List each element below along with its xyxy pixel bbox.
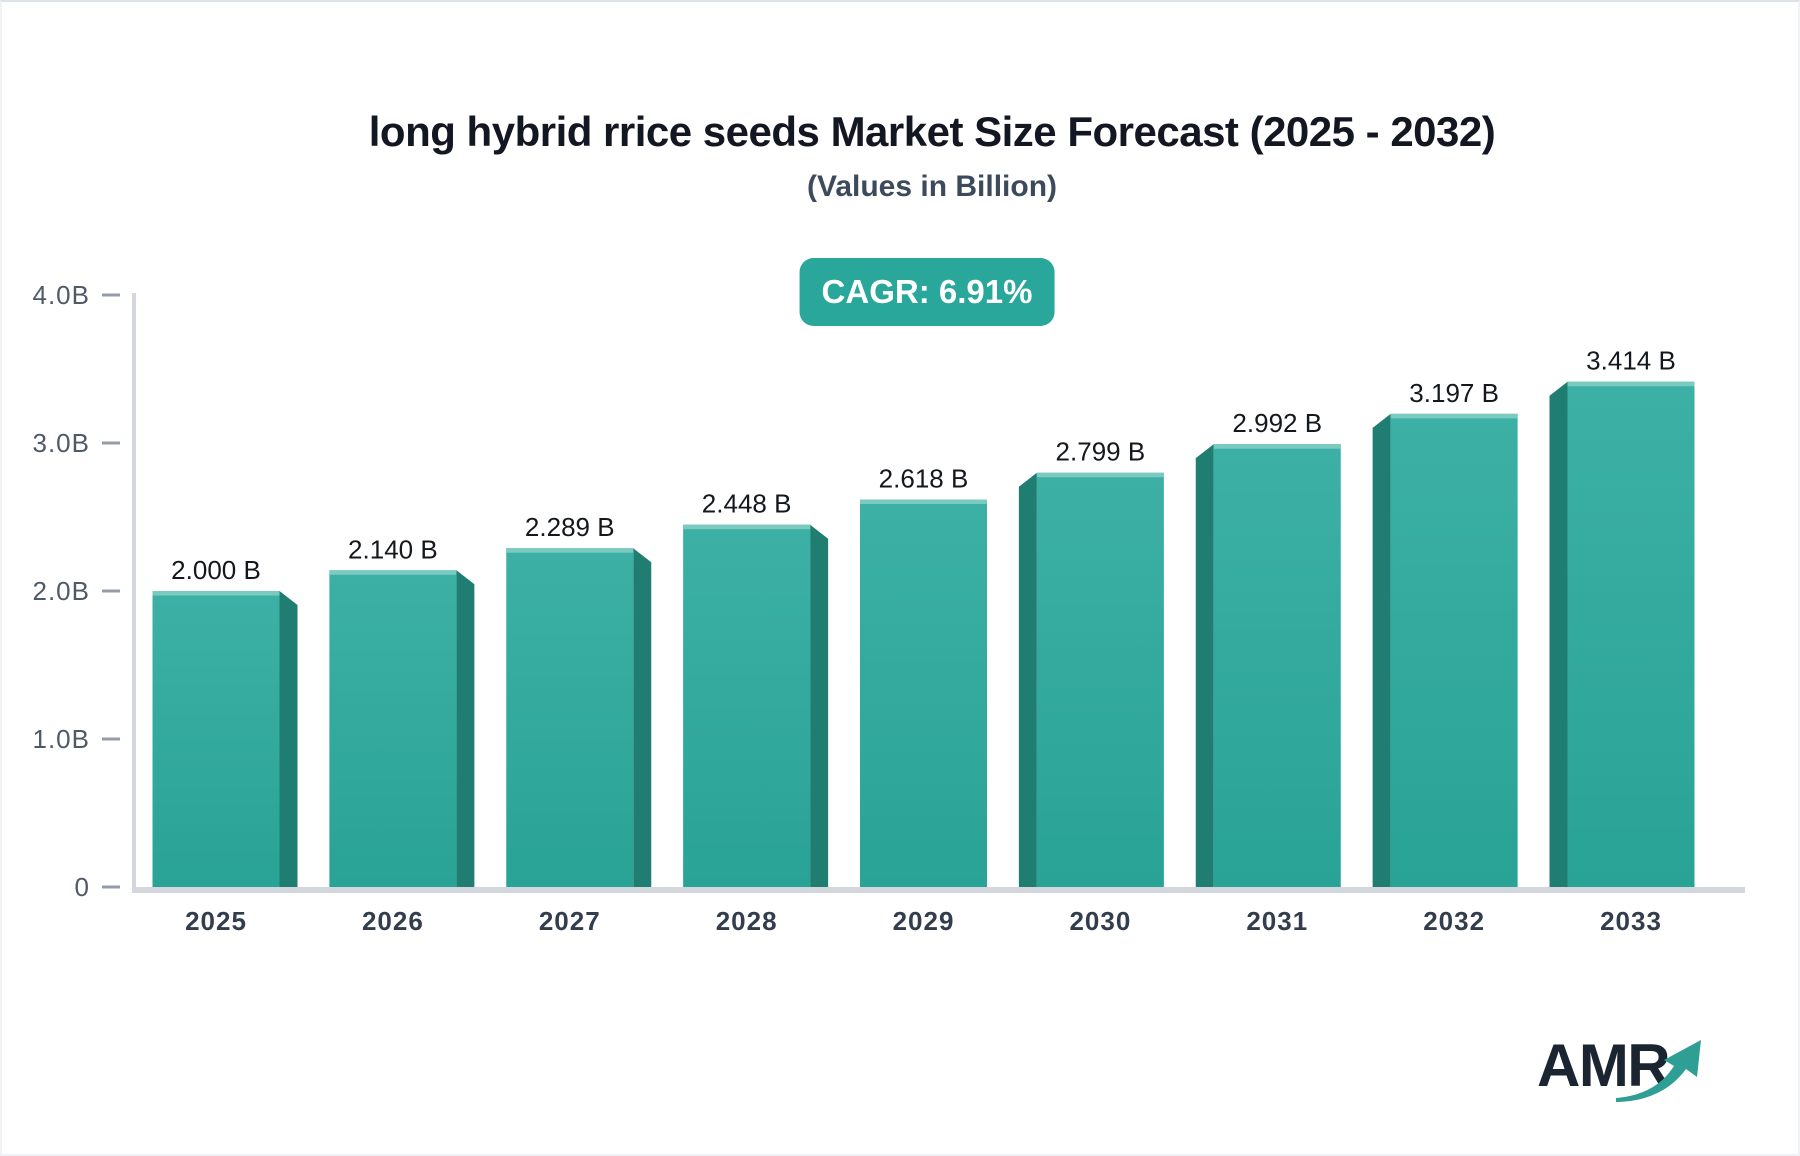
- y-tick-label-0: 0: [75, 872, 90, 902]
- bar-value-label: 3.414 B: [1586, 346, 1676, 376]
- bar-side-face: [1018, 472, 1037, 887]
- bar-side-face: [456, 570, 475, 887]
- x-axis-baseline: [132, 887, 1745, 893]
- x-axis-label-2028: 2028: [716, 906, 778, 936]
- amr-logo-text: AMR: [1537, 1032, 1671, 1099]
- bar-top-edge: [1213, 444, 1341, 449]
- bar-face: [860, 499, 987, 887]
- y-tick-label-1.0B: 1.0B: [33, 724, 91, 754]
- bar-side-face: [1195, 444, 1214, 887]
- bar-2032[interactable]: [1372, 413, 1518, 887]
- bar-top-edge: [1567, 381, 1695, 387]
- chart-title: long hybrid rrice seeds Market Size Fore…: [368, 108, 1496, 155]
- bar-top-edge: [329, 570, 457, 575]
- bar-value-label: 2.000 B: [171, 555, 261, 585]
- cagr-badge: CAGR: 6.91%: [799, 258, 1055, 326]
- bar-face: [152, 591, 280, 887]
- x-axis-label-2032: 2032: [1423, 906, 1485, 936]
- bar-top-edge: [683, 524, 811, 530]
- bar-top-edge: [1390, 413, 1518, 419]
- bars-layer: [152, 381, 1695, 887]
- bar-face: [683, 524, 811, 887]
- bar-top-edge: [506, 548, 634, 553]
- y-tick-dash: [102, 885, 120, 889]
- x-axis-label-2029: 2029: [893, 906, 955, 936]
- y-axis-line: [132, 293, 136, 891]
- y-tick-label-2.0B: 2.0B: [33, 576, 91, 606]
- bar-face: [1213, 444, 1341, 887]
- bar-2028[interactable]: [683, 524, 829, 887]
- x-axis-label-2033: 2033: [1600, 906, 1662, 936]
- bar-face: [506, 548, 634, 887]
- bar-side-face: [1549, 381, 1568, 887]
- bar-side-face: [810, 524, 829, 887]
- bar-top-edge: [860, 499, 987, 505]
- amr-logo: AMR: [1537, 1036, 1717, 1116]
- bar-value-label: 2.992 B: [1232, 408, 1322, 438]
- bar-value-label: 2.799 B: [1056, 437, 1146, 467]
- bar-face: [1036, 472, 1164, 887]
- bar-side-face: [279, 591, 298, 887]
- bar-top-edge: [152, 591, 280, 596]
- bar-face: [1567, 381, 1695, 887]
- labels-layer: 2.000 B 2025 2.140 B 2026 2.289 B 2027 2.448 B…: [171, 346, 1676, 936]
- y-tick-label-3.0B: 3.0B: [33, 428, 91, 458]
- bar-face: [1390, 413, 1518, 887]
- x-axis-label-2025: 2025: [185, 906, 247, 936]
- logo-growth-arrow-icon: [1616, 1040, 1701, 1102]
- bar-2033[interactable]: [1549, 381, 1695, 887]
- bar-value-label: 2.140 B: [348, 534, 438, 564]
- chart-subtitle: (Values in Billion): [806, 170, 1058, 203]
- y-tick-label-4.0B: 4.0B: [33, 280, 91, 310]
- bar-side-face: [1372, 413, 1391, 887]
- x-axis-label-2030: 2030: [1069, 906, 1131, 936]
- bar-2031[interactable]: [1195, 444, 1341, 887]
- bar-2025[interactable]: [152, 591, 298, 887]
- bar-value-label: 2.448 B: [702, 489, 792, 519]
- y-tick-dash: [102, 293, 120, 297]
- x-axis-label-2031: 2031: [1246, 906, 1308, 936]
- x-axis-label-2027: 2027: [539, 906, 601, 936]
- axis-layer: 4.0B 3.0B 2.0B 1.0B 0: [33, 280, 1745, 902]
- bar-2030[interactable]: [1018, 472, 1164, 887]
- bar-value-label: 3.197 B: [1409, 378, 1499, 408]
- bar-side-face: [633, 548, 652, 887]
- bar-top-edge: [1036, 472, 1164, 478]
- bar-2026[interactable]: [329, 570, 475, 887]
- bar-2029[interactable]: [860, 499, 987, 887]
- bar-face: [329, 570, 457, 887]
- x-axis-label-2026: 2026: [362, 906, 424, 936]
- y-tick-dash: [102, 737, 120, 741]
- bar-2027[interactable]: [506, 548, 652, 887]
- bar-value-label: 2.618 B: [879, 464, 969, 494]
- bar-value-label: 2.289 B: [525, 512, 615, 542]
- y-tick-dash: [102, 441, 120, 445]
- y-tick-dash: [102, 589, 120, 593]
